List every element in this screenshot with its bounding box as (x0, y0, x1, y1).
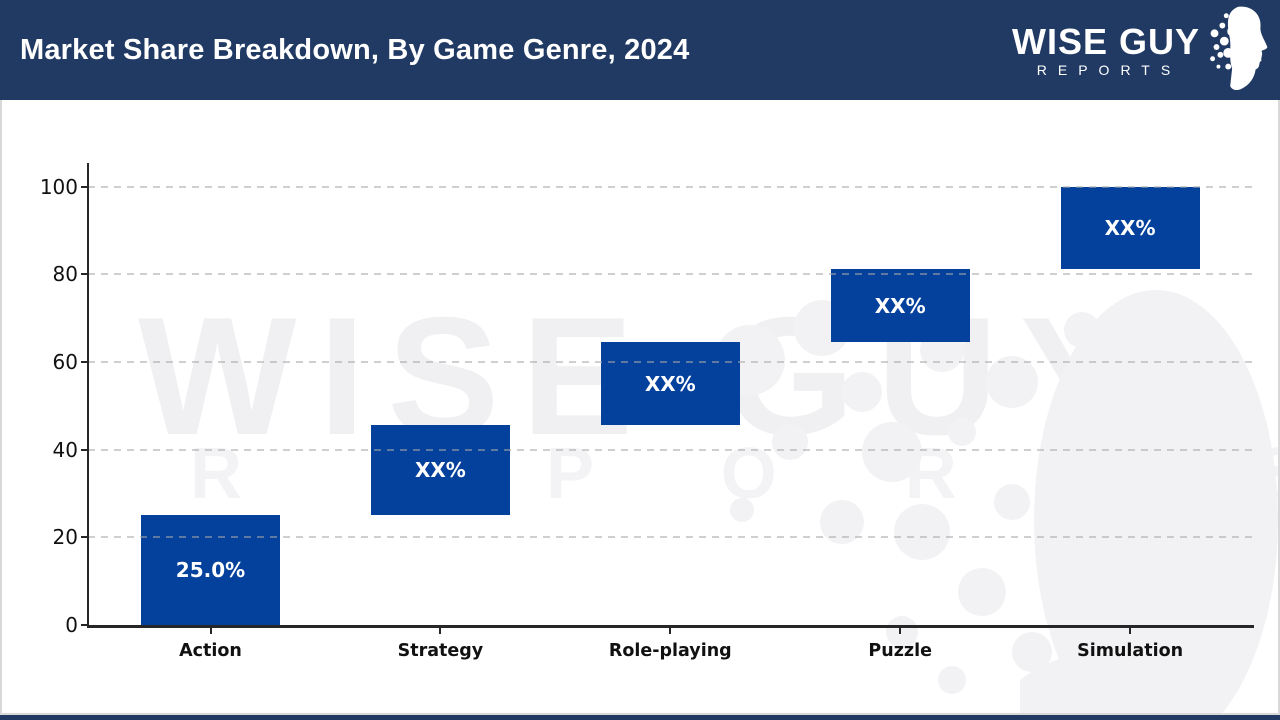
x-axis-tick (439, 628, 442, 634)
head-profile-dots-icon (1206, 4, 1270, 97)
x-axis-tick (899, 628, 902, 634)
y-axis-tick-label: 20 (52, 525, 78, 550)
wise-guy-logo: WISE GUY REPORTS (1012, 4, 1270, 97)
logo-brand-name: WISE GUY (1011, 21, 1200, 63)
chart-bar (600, 342, 740, 426)
gridline (88, 536, 1253, 539)
page-border-left (0, 100, 2, 720)
gridline (88, 185, 1253, 188)
bar-value-label: XX% (1104, 215, 1156, 240)
y-axis-tick-label: 60 (52, 349, 78, 374)
x-axis-tick (1129, 628, 1132, 634)
category-label: Action (179, 641, 242, 661)
y-axis-tick-label: 0 (65, 613, 78, 637)
y-axis-tick (81, 273, 87, 276)
chart-bar (830, 269, 970, 343)
gridline (88, 360, 1253, 363)
chart-bar (1060, 186, 1200, 269)
category-label: Strategy (397, 641, 484, 661)
waterfall-chart: WISE GUY R E P O R T S 25.0% Action XX% Str… (0, 100, 1280, 720)
category-label: Simulation (1077, 641, 1184, 661)
y-axis-tick (81, 360, 87, 363)
chart-bar (141, 515, 280, 625)
logo-subtitle: REPORTS (1036, 61, 1182, 78)
y-axis-tick (81, 624, 87, 626)
bar-value-label: XX% (644, 371, 696, 396)
category-label: Puzzle (868, 641, 932, 661)
gridline (88, 448, 1253, 451)
logo-text: WISE GUY REPORTS (1012, 23, 1200, 78)
y-axis-spine (87, 163, 89, 628)
x-axis-tick (209, 628, 212, 634)
y-axis-tick (81, 185, 87, 188)
x-axis-tick (669, 628, 672, 634)
y-axis-tick-label: 40 (52, 437, 78, 462)
gridline (88, 273, 1253, 276)
chart-bar (370, 425, 510, 516)
y-axis-tick-label: 100 (39, 174, 78, 199)
x-axis-spine (87, 625, 1254, 628)
y-axis-tick-label: 80 (52, 262, 78, 287)
bar-value-label: 25.0% (175, 558, 246, 583)
bar-value-label: XX% (414, 458, 466, 483)
y-axis-tick (81, 448, 87, 451)
bar-value-label: XX% (874, 293, 926, 318)
report-header: Market Share Breakdown, By Game Genre, 2… (0, 0, 1280, 100)
footer-bar (0, 713, 1280, 720)
page-title: Market Share Breakdown, By Game Genre, 2… (20, 33, 690, 66)
page-border-right (1278, 100, 1280, 720)
category-label: Role-playing (608, 641, 732, 661)
y-axis-tick (81, 536, 87, 539)
